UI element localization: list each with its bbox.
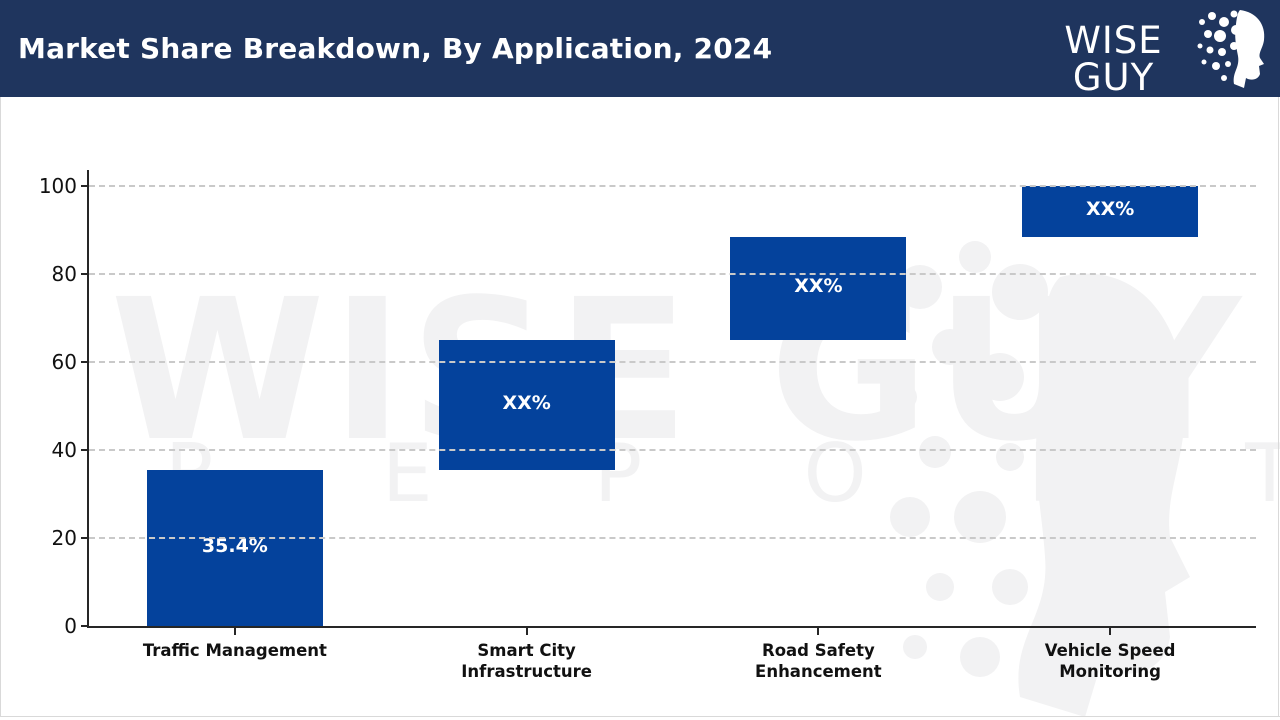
frame-bottom (0, 716, 1280, 717)
wiseguy-logo-text: WISE GUY REPORTS (1026, 22, 1201, 115)
header-bar: Market Share Breakdown, By Application, … (0, 0, 1280, 115)
watermark: WISE GUY R E P O R T S (0, 97, 1280, 717)
wiseguy-logo: WISE GUY REPORTS (1026, 8, 1266, 115)
frame-left (0, 97, 1, 717)
logo-subtitle: REPORTS (1052, 99, 1181, 115)
logo-wordmark: WISE GUY (1064, 19, 1163, 99)
frame-right (1278, 97, 1279, 717)
wiseguy-logo-face-icon (1197, 10, 1265, 88)
page-title: Market Share Breakdown, By Application, … (18, 32, 773, 65)
watermark-face-icon (890, 241, 1190, 717)
